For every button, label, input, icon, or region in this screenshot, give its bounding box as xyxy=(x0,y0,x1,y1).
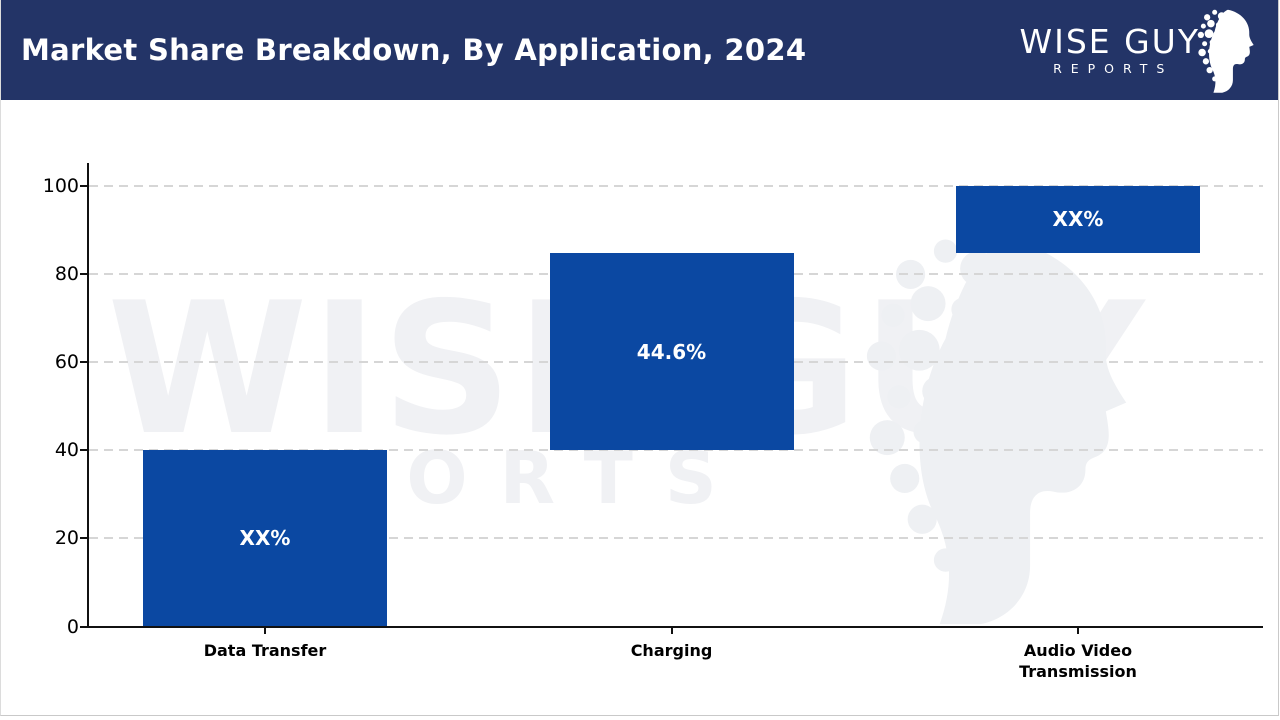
y-tick-label-60: 60 xyxy=(54,350,79,373)
y-tick-20 xyxy=(80,537,87,540)
y-tick-40 xyxy=(80,449,87,452)
gridline-40 xyxy=(89,449,1263,452)
chart-area: WISE GUY REPORTS 0 20 40 60 80 100 XX% Data Tra… xyxy=(1,100,1278,715)
logo-name: WISE GUY xyxy=(1019,21,1200,61)
wiseguy-logo: WISE GUY REPORTS xyxy=(1019,4,1268,96)
y-tick-label-100: 100 xyxy=(42,174,79,197)
x-category-label-audio-video-transmission: Audio Video Transmission xyxy=(1019,640,1137,682)
y-tick-0 xyxy=(80,625,87,628)
y-tick-label-80: 80 xyxy=(54,262,79,285)
y-tick-label-20: 20 xyxy=(54,527,79,550)
x-tick-data-transfer xyxy=(264,628,266,634)
bar-value-label: 44.6% xyxy=(636,339,707,364)
y-tick-60 xyxy=(80,360,87,363)
logo-wordmark: WISE GUY REPORTS xyxy=(1019,25,1200,76)
bar-value-label: XX% xyxy=(1052,207,1104,232)
x-category-label-charging: Charging xyxy=(630,640,713,660)
bar-charging: 44.6% xyxy=(549,253,794,451)
y-tick-label-40: 40 xyxy=(54,439,79,462)
chart-title: Market Share Breakdown, By Application, … xyxy=(21,33,807,67)
logo-subname: REPORTS xyxy=(1053,60,1174,76)
gridline-100 xyxy=(89,184,1263,187)
y-tick-80 xyxy=(80,272,87,275)
gridline-20 xyxy=(89,537,1263,540)
x-axis xyxy=(87,625,1263,628)
header-bar: Market Share Breakdown, By Application, … xyxy=(1,0,1278,100)
y-tick-label-0: 0 xyxy=(66,615,79,638)
bar-audio-video-transmission: XX% xyxy=(956,185,1200,254)
y-tick-100 xyxy=(80,184,87,187)
x-category-label-data-transfer: Data Transfer xyxy=(203,640,327,660)
watermark-head-icon xyxy=(866,239,1127,625)
bar-value-label: XX% xyxy=(239,526,291,551)
bar-data-transfer: XX% xyxy=(143,450,387,627)
x-tick-audio-video-transmission xyxy=(1077,628,1079,634)
x-tick-charging xyxy=(670,628,673,634)
y-axis xyxy=(87,163,89,628)
logo-head-icon xyxy=(1197,9,1254,93)
